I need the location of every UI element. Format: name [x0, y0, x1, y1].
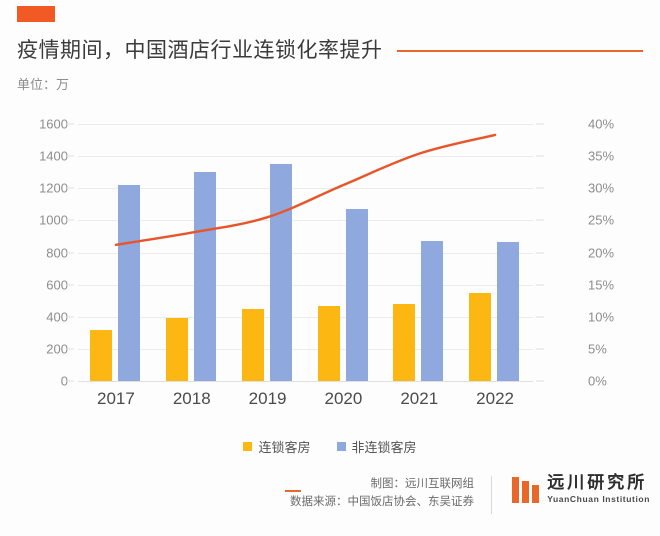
y-axis-tick-left: 1000: [39, 212, 68, 228]
gridline: [78, 220, 533, 222]
legend-swatch-icon: [243, 442, 253, 451]
y-axis-tick-left: 400: [46, 309, 68, 325]
x-axis-label: 2020: [324, 389, 363, 408]
gridline: [78, 348, 533, 350]
trend-line-layer: [114, 133, 497, 246]
footer-rule: [285, 490, 301, 492]
bar-group: [381, 124, 457, 381]
y-axis-tick-left: 200: [46, 341, 68, 357]
bar-nonchain[interactable]: [421, 241, 444, 381]
y-axis-tick-right: 25%: [588, 212, 615, 228]
axis-tick-mark: [536, 219, 544, 221]
footer-divider: [491, 476, 492, 514]
legend-label: 非连锁客房: [351, 440, 417, 455]
chart-canvas: 1600 40% 1400 35% 1200 30% 1000 25% 800 20% 600 15%…: [0, 104, 660, 424]
bar-nonchain[interactable]: [118, 185, 140, 381]
x-axis-label: 2022: [476, 389, 514, 408]
gridline: [78, 156, 533, 158]
axis-tick-mark: [66, 252, 74, 253]
credit-line: 制图：远川互联网组: [370, 478, 475, 490]
title-row: 疫情期间，中国酒店行业连锁化率提升: [17, 32, 643, 66]
y-axis-tick-right: 15%: [588, 277, 615, 293]
gridline: [78, 316, 533, 318]
accent-block: [17, 6, 55, 22]
x-axis-label: 2019: [248, 389, 287, 408]
axis-tick-mark: [66, 187, 74, 189]
axis-tick-mark: [66, 284, 74, 286]
axis-tick-mark: [536, 284, 544, 286]
y-axis-tick-left: 0: [60, 373, 68, 389]
bar-group: [457, 124, 533, 381]
bar-group: [154, 124, 230, 381]
axis-tick-mark: [66, 380, 74, 382]
y-axis-tick-left: 800: [46, 245, 68, 260]
footer-credits: 制图：远川互联网组 数据来源：中国饭店协会、东吴证券: [290, 475, 474, 511]
y-axis-tick-right: 35%: [588, 148, 615, 164]
brand-name-en: YuanChuan Institution: [547, 493, 650, 504]
brand-logo: 远川研究所 YuanChuan Institution: [512, 473, 650, 504]
axis-tick-mark: [536, 187, 544, 189]
axis-tick-mark: [66, 155, 74, 157]
axis-tick-mark: [66, 348, 74, 350]
y-axis-tick-right: 5%: [588, 341, 607, 357]
axis-tick-mark: [536, 155, 544, 157]
y-axis-tick-right: 30%: [588, 180, 615, 196]
bar-chain[interactable]: [165, 318, 188, 381]
chart-legend: 连锁客房 非连锁客房: [0, 437, 660, 456]
y-axis-tick-right: 0%: [588, 373, 607, 389]
y-axis-tick-right: 40%: [588, 116, 615, 132]
brand-name-cn: 远川研究所: [547, 473, 648, 492]
bar-chain[interactable]: [393, 303, 416, 381]
axis-tick-mark: [536, 252, 544, 253]
legend-item[interactable]: 非连锁客房: [336, 437, 417, 456]
title-rule: [396, 49, 643, 52]
bar-chain[interactable]: [241, 308, 264, 381]
unit-label: 单位：万: [17, 77, 70, 92]
bar-nonchain[interactable]: [345, 209, 368, 381]
y-axis-tick-left: 600: [46, 277, 68, 293]
brand-mark-icon: [512, 475, 540, 504]
axis-tick-mark: [536, 380, 544, 382]
x-axis-label: 2021: [400, 389, 439, 408]
axis-tick-mark: [66, 219, 74, 221]
bar-group: [78, 124, 154, 381]
axis-tick-mark: [536, 123, 544, 125]
plot-area: [78, 124, 533, 382]
bar-nonchain[interactable]: [269, 164, 292, 381]
legend-item[interactable]: 连锁客房: [243, 437, 311, 456]
bar-group: [230, 124, 306, 381]
y-axis-tick-left: 1400: [39, 148, 68, 164]
axis-tick-mark: [536, 316, 544, 318]
axis-tick-mark: [66, 123, 74, 125]
page-title: 疫情期间，中国酒店行业连锁化率提升: [17, 39, 383, 62]
y-axis-tick-left: 1200: [39, 180, 68, 196]
x-axis-label: 2017: [96, 389, 135, 408]
x-axis-label: 2018: [172, 389, 211, 408]
bar-chain[interactable]: [317, 305, 340, 381]
bar-nonchain[interactable]: [193, 172, 216, 381]
bar-chain[interactable]: [469, 292, 492, 381]
legend-swatch-icon: [336, 442, 346, 451]
gridline: [78, 381, 533, 382]
y-axis-tick-left: 1600: [39, 116, 68, 132]
chain-rate-line: [114, 133, 497, 246]
bar-chain[interactable]: [90, 329, 112, 381]
brand-text: 远川研究所 YuanChuan Institution: [547, 473, 650, 504]
source-line: 数据来源：中国饭店协会、东吴证券: [290, 496, 474, 508]
gridline: [78, 124, 533, 125]
axis-tick-mark: [66, 316, 74, 318]
chart-footer: 制图：远川互联网组 数据来源：中国饭店协会、东吴证券 远川研究所 YuanChu…: [0, 468, 660, 536]
y-axis-tick-right: 20%: [588, 245, 615, 260]
bar-nonchain[interactable]: [497, 242, 520, 381]
gridline: [78, 188, 533, 190]
gridline: [78, 284, 533, 286]
y-axis-tick-right: 10%: [588, 309, 615, 325]
legend-label: 连锁客房: [258, 440, 311, 455]
axis-tick-mark: [536, 348, 544, 350]
gridline: [78, 252, 533, 254]
bar-group: [306, 124, 382, 381]
